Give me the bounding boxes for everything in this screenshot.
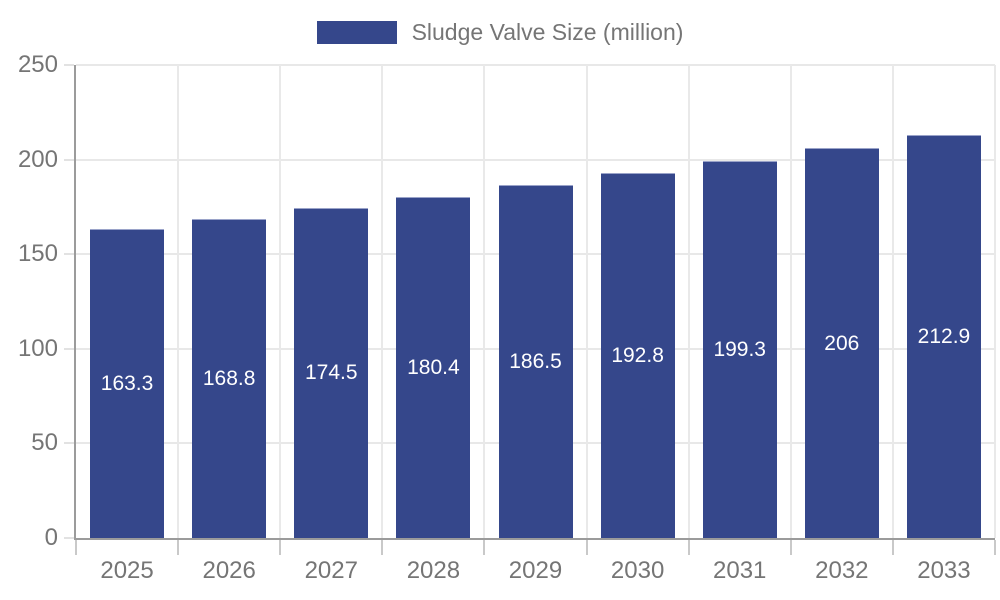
x-axis-label: 2028 <box>406 557 461 584</box>
bar-value-label: 174.5 <box>304 361 358 385</box>
x-gridline <box>789 65 792 538</box>
y-axis-label: 0 <box>44 524 58 551</box>
bar-2026[interactable]: 168.8 <box>192 218 267 538</box>
legend-label[interactable]: Sludge Valve Size (million) <box>411 18 684 45</box>
y-gridline <box>76 64 995 66</box>
bar-value-label: 212.9 <box>917 325 971 349</box>
x-gridline <box>177 65 180 538</box>
x-gridline <box>687 65 690 538</box>
y-axis-label: 150 <box>17 240 58 268</box>
x-axis-tick <box>585 540 588 555</box>
bar-2031[interactable]: 199.3 <box>702 160 777 538</box>
y-axis-tick <box>64 442 74 445</box>
x-axis-label: 2032 <box>815 557 869 584</box>
x-axis-tick <box>75 540 77 555</box>
bar-value-label: 192.8 <box>611 344 664 368</box>
x-gridline <box>483 65 486 538</box>
y-axis-tick <box>64 537 74 539</box>
bar-value-label: 168.8 <box>202 366 256 390</box>
y-axis-label: 200 <box>17 145 58 173</box>
y-axis-tick <box>64 347 74 350</box>
bar-2025[interactable]: 163.3 <box>90 229 165 538</box>
bar-value-label: 206 <box>824 331 860 355</box>
bar-value-label: 163.3 <box>100 372 154 396</box>
y-axis-tick <box>64 158 74 161</box>
bar-2033[interactable]: 212.9 <box>906 135 981 538</box>
y-axis-tick <box>64 253 74 256</box>
bar-2027[interactable]: 174.5 <box>294 207 369 538</box>
y-axis-label: 100 <box>17 334 58 362</box>
y-axis-tick <box>64 64 74 66</box>
x-axis-label: 2033 <box>917 557 971 584</box>
y-gridline <box>76 158 995 161</box>
x-axis-label: 2025 <box>100 557 154 584</box>
x-axis-label: 2030 <box>610 557 665 584</box>
x-axis-label: 2027 <box>304 557 358 584</box>
x-gridline <box>279 65 282 538</box>
legend: Sludge Valve Size (million) <box>0 17 1000 47</box>
y-axis-label: 50 <box>31 429 58 457</box>
x-axis-tick <box>687 540 690 555</box>
x-gridline <box>994 65 996 538</box>
x-axis-tick <box>177 540 180 555</box>
x-axis-label: 2026 <box>202 557 256 584</box>
x-axis-tick <box>381 540 384 555</box>
bar-2032[interactable]: 206 <box>804 148 879 538</box>
x-axis-tick <box>483 540 486 555</box>
x-gridline <box>891 65 894 538</box>
bar-value-label: 186.5 <box>509 350 562 374</box>
x-gridline <box>381 65 384 538</box>
y-axis-label: 250 <box>17 51 58 78</box>
bar-2029[interactable]: 186.5 <box>498 185 573 538</box>
legend-swatch[interactable] <box>316 20 397 44</box>
bar-value-label: 180.4 <box>407 355 460 379</box>
bar-2028[interactable]: 180.4 <box>396 196 471 538</box>
plot-area: 163.3 168.8 174.5 180.4 186.5 192.8 199.3 206 21… <box>64 64 996 555</box>
x-axis-label: 2031 <box>713 557 767 584</box>
x-axis-tick <box>279 540 282 555</box>
x-axis-tick <box>789 540 792 555</box>
bar-2030[interactable]: 192.8 <box>600 173 675 538</box>
x-axis-tick <box>891 540 894 555</box>
x-axis-tick <box>994 540 996 555</box>
bar-value-label: 199.3 <box>713 337 766 361</box>
x-axis-label: 2029 <box>508 557 563 584</box>
x-gridline <box>585 65 588 538</box>
